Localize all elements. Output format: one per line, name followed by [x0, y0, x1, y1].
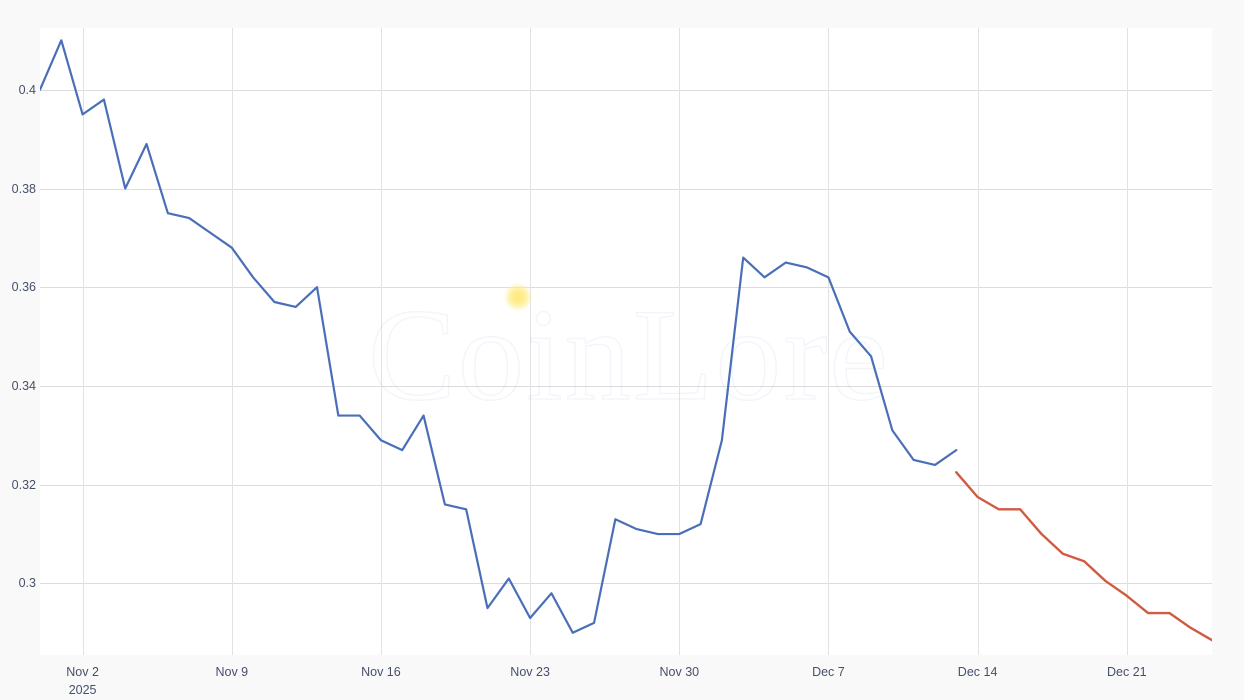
y-axis-tick-label: 0.36 [11, 280, 36, 295]
gridline-horizontal [40, 287, 1212, 289]
y-axis-tick-label: 0.34 [11, 378, 36, 393]
x-axis-tick-label: Dec 7 [812, 663, 845, 681]
x-axis-tick-label-date: Nov 9 [215, 665, 249, 679]
x-axis-tick-label-date: Dec 14 [957, 665, 998, 679]
gridline-vertical [82, 28, 84, 655]
x-axis-tick-label: Dec 14 [958, 663, 998, 681]
gridline-horizontal [40, 89, 1212, 91]
gridline-horizontal [40, 188, 1212, 190]
gridline-vertical [679, 28, 681, 655]
gridline-vertical [231, 28, 233, 655]
price-forecast-line [955, 471, 1212, 642]
gridline-vertical [977, 28, 979, 655]
x-axis-tick-label-date: Nov 2 [66, 665, 99, 679]
x-axis-tick-label: Nov 2 2025 [66, 663, 99, 699]
x-axis-tick-label: Nov 16 [361, 663, 401, 681]
x-axis-tick-label-date: Dec 21 [1106, 665, 1147, 679]
gridline-vertical [1126, 28, 1128, 655]
gridline-horizontal [40, 484, 1212, 486]
series-layer [40, 39, 1212, 642]
y-axis-tick-label: 0.32 [11, 477, 36, 492]
gridline-horizontal [40, 385, 1212, 387]
price-history-line [40, 39, 958, 634]
x-axis-tick-label: Dec 21 [1107, 663, 1147, 681]
x-axis-tick-label-year: 2025 [68, 683, 97, 698]
y-axis-tick-label: 0.3 [18, 576, 36, 591]
x-axis-tick-label-date: Nov 30 [659, 665, 700, 679]
y-axis-tick-label: 0.4 [18, 82, 36, 97]
gridline-vertical [828, 28, 830, 655]
plot-area: CoinLore [40, 28, 1212, 655]
y-axis-tick-label: 0.38 [11, 181, 36, 196]
gridline-vertical [380, 28, 382, 655]
x-axis-tick-label-date: Nov 23 [510, 665, 550, 679]
x-axis-tick-label: Nov 9 [215, 663, 248, 681]
x-axis-tick-label-date: Dec 7 [812, 665, 845, 679]
x-axis-tick-label-date: Nov 16 [361, 665, 401, 679]
x-axis-tick-label: Nov 30 [659, 663, 699, 681]
gridline-horizontal [40, 583, 1212, 585]
gridline-vertical [530, 28, 532, 655]
x-axis-tick-label: Nov 23 [510, 663, 550, 681]
